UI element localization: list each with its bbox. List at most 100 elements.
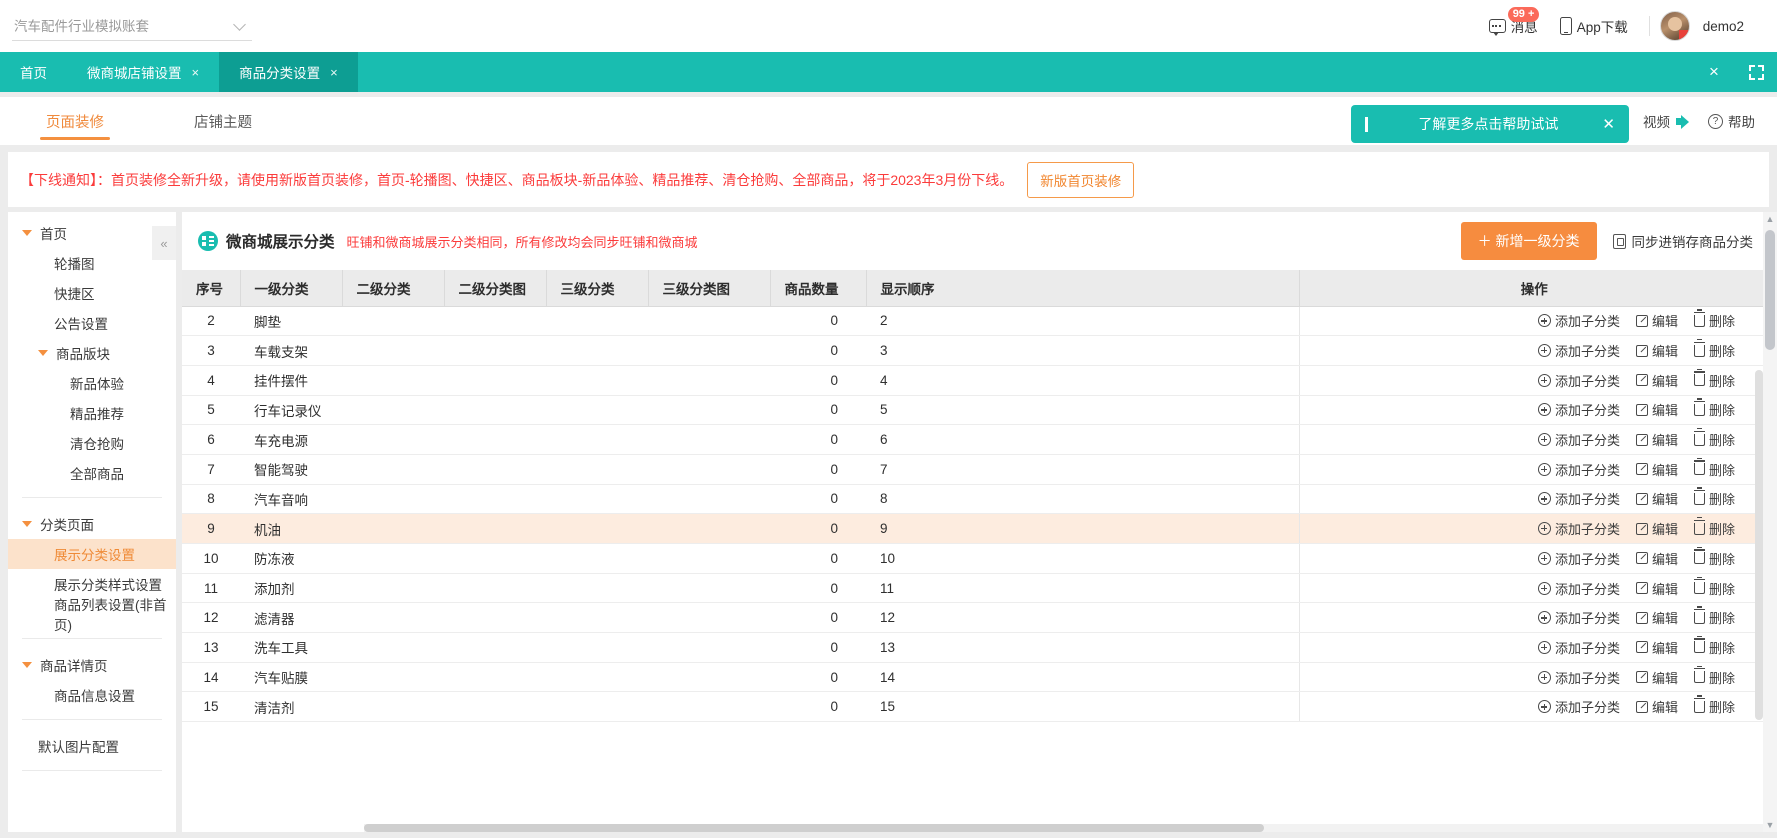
action-edit[interactable]: 编辑 — [1635, 638, 1678, 657]
horizontal-scrollbar[interactable] — [364, 824, 1769, 832]
sidebar-item-product-info-settings[interactable]: 商品信息设置 — [8, 680, 176, 710]
action-edit[interactable]: 编辑 — [1635, 579, 1678, 598]
user-menu[interactable]: demo2 — [1659, 0, 1755, 52]
table-row[interactable]: 15 清洁剂 0 15 添加子分类 编辑 删除 — [182, 691, 1769, 723]
video-button[interactable]: 视频 — [1643, 111, 1690, 131]
table-row[interactable]: 2 脚垫 0 2 添加子分类 编辑 删除 — [182, 306, 1769, 337]
table-row[interactable]: 12 滤清器 0 12 添加子分类 编辑 删除 — [182, 602, 1769, 634]
action-delete[interactable]: 删除 — [1693, 695, 1735, 716]
fullscreen-button[interactable] — [1735, 52, 1777, 92]
action-delete[interactable]: 删除 — [1693, 635, 1735, 657]
action-add-subcategory[interactable]: 添加子分类 — [1537, 519, 1620, 538]
action-add-subcategory[interactable]: 添加子分类 — [1537, 608, 1620, 627]
action-delete[interactable]: 删除 — [1693, 368, 1735, 390]
tab-wechat-shop-settings[interactable]: 微商城店铺设置 × — [67, 52, 219, 92]
table-row[interactable]: 8 汽车音响 0 8 添加子分类 编辑 删除 — [182, 484, 1769, 515]
action-delete[interactable]: 删除 — [1693, 398, 1735, 419]
sidebar-item-featured[interactable]: 精品推荐 — [8, 398, 176, 428]
table-row[interactable]: 6 车充电源 0 6 添加子分类 编辑 删除 — [182, 424, 1769, 455]
sidebar-item-quick-zone[interactable]: 快捷区 — [8, 278, 176, 308]
action-edit[interactable]: 编辑 — [1635, 608, 1678, 627]
action-delete[interactable]: 删除 — [1693, 428, 1735, 449]
sidebar-item-all-products[interactable]: 全部商品 — [8, 458, 176, 488]
action-add-subcategory[interactable]: 添加子分类 — [1537, 489, 1620, 508]
action-delete[interactable]: 删除 — [1693, 457, 1735, 479]
app-download-button[interactable]: App下载 — [1549, 0, 1639, 52]
action-edit[interactable]: 编辑 — [1635, 549, 1678, 568]
sidebar-item-display-category-settings[interactable]: 展示分类设置 — [8, 539, 176, 569]
close-all-tabs-button[interactable]: × — [1693, 52, 1735, 92]
action-delete[interactable]: 删除 — [1693, 487, 1735, 508]
table-inner-scrollbar[interactable] — [1755, 370, 1763, 720]
action-add-subcategory[interactable]: 添加子分类 — [1537, 668, 1620, 687]
sidebar-item-announcement[interactable]: 公告设置 — [8, 308, 176, 338]
horizontal-scrollbar-thumb[interactable] — [364, 824, 1264, 832]
action-add-subcategory[interactable]: 添加子分类 — [1537, 341, 1620, 360]
sidebar-item-home[interactable]: 首页 — [8, 218, 176, 248]
sidebar-item-clearance[interactable]: 清仓抢购 — [8, 428, 176, 458]
sidebar-item-product-block[interactable]: 商品版块 — [8, 338, 176, 368]
table-row[interactable]: 5 行车记录仪 0 5 添加子分类 编辑 删除 — [182, 395, 1769, 426]
table-row[interactable]: 7 智能驾驶 0 7 添加子分类 编辑 删除 — [182, 454, 1769, 485]
table-row[interactable]: 3 车载支架 0 3 添加子分类 编辑 删除 — [182, 335, 1769, 366]
action-edit[interactable]: 编辑 — [1635, 697, 1678, 716]
action-delete[interactable]: 删除 — [1693, 665, 1735, 687]
account-select[interactable]: 汽车配件行业模拟账套 — [12, 11, 252, 41]
sync-inventory-categories-button[interactable]: 同步进销存商品分类 — [1612, 231, 1753, 251]
action-edit[interactable]: 编辑 — [1635, 668, 1678, 687]
table-row[interactable]: 11 添加剂 0 11 添加子分类 编辑 删除 — [182, 573, 1769, 604]
action-add-subcategory[interactable]: 添加子分类 — [1537, 579, 1620, 598]
action-delete[interactable]: 删除 — [1693, 517, 1735, 538]
sidebar-item-default-image-config[interactable]: 默认图片配置 — [8, 731, 176, 761]
action-delete[interactable]: 删除 — [1693, 576, 1735, 598]
action-add-subcategory[interactable]: 添加子分类 — [1537, 311, 1620, 330]
table-row[interactable]: 10 防冻液 0 10 添加子分类 编辑 删除 — [182, 543, 1769, 574]
sidebar-item-label: 展示分类设置 — [54, 548, 135, 563]
page-scrollbar-thumb[interactable] — [1765, 230, 1775, 350]
sidebar-item-display-category-style[interactable]: 展示分类样式设置 — [8, 569, 176, 599]
tab-product-category-settings[interactable]: 商品分类设置 × — [219, 52, 358, 92]
action-add-subcategory[interactable]: 添加子分类 — [1537, 430, 1620, 449]
action-edit[interactable]: 编辑 — [1635, 519, 1678, 538]
action-add-subcategory[interactable]: 添加子分类 — [1537, 697, 1620, 716]
add-top-level-category-button[interactable]: ＋ 新增一级分类 — [1460, 222, 1597, 260]
sidebar-item-carousel[interactable]: 轮播图 — [8, 248, 176, 278]
sidebar-collapse-icon[interactable]: « — [152, 226, 176, 260]
action-delete[interactable]: 删除 — [1693, 339, 1735, 360]
subtab-shop-theme[interactable]: 店铺主题 — [188, 97, 258, 145]
action-delete[interactable]: 删除 — [1693, 309, 1735, 330]
action-edit[interactable]: 编辑 — [1635, 489, 1678, 508]
action-edit[interactable]: 编辑 — [1635, 460, 1678, 479]
tooltip-close-icon[interactable]: ✕ — [1602, 116, 1615, 133]
action-add-subcategory[interactable]: 添加子分类 — [1537, 460, 1620, 479]
scroll-down-icon[interactable]: ▼ — [1765, 820, 1775, 830]
sidebar-item-product-detail-page[interactable]: 商品详情页 — [8, 650, 176, 680]
action-add-subcategory[interactable]: 添加子分类 — [1537, 549, 1620, 568]
page-vertical-scrollbar[interactable]: ▲ ▼ — [1763, 212, 1777, 832]
new-homepage-decoration-button[interactable]: 新版首页装修 — [1027, 161, 1135, 198]
action-delete[interactable]: 删除 — [1693, 606, 1735, 627]
table-row[interactable]: 9 机油 0 9 添加子分类 编辑 删除 — [182, 513, 1769, 544]
close-icon[interactable]: × — [191, 64, 200, 80]
subtab-page-decoration[interactable]: 页面装修 — [40, 97, 110, 145]
tab-home[interactable]: 首页 — [0, 52, 67, 92]
action-add-subcategory[interactable]: 添加子分类 — [1537, 638, 1620, 657]
action-delete[interactable]: 删除 — [1693, 546, 1735, 568]
action-edit[interactable]: 编辑 — [1635, 311, 1678, 330]
table-row[interactable]: 4 挂件摆件 0 4 添加子分类 编辑 删除 — [182, 365, 1769, 396]
sidebar-item-new-product[interactable]: 新品体验 — [8, 368, 176, 398]
action-edit[interactable]: 编辑 — [1635, 371, 1678, 390]
scroll-up-icon[interactable]: ▲ — [1765, 214, 1775, 224]
close-icon[interactable]: × — [330, 64, 338, 80]
action-edit[interactable]: 编辑 — [1635, 400, 1678, 419]
action-add-subcategory[interactable]: 添加子分类 — [1537, 400, 1620, 419]
action-add-subcategory[interactable]: 添加子分类 — [1537, 371, 1620, 390]
action-edit[interactable]: 编辑 — [1635, 341, 1678, 360]
sidebar-item-product-list-settings[interactable]: 商品列表设置(非首页) — [8, 598, 176, 633]
table-row[interactable]: 14 汽车贴膜 0 14 添加子分类 编辑 删除 — [182, 662, 1769, 693]
messages-button[interactable]: 消息 99 + — [1478, 0, 1549, 52]
table-row[interactable]: 13 洗车工具 0 13 添加子分类 编辑 删除 — [182, 632, 1769, 663]
action-edit[interactable]: 编辑 — [1635, 430, 1678, 449]
sidebar-item-category-page[interactable]: 分类页面 — [8, 509, 176, 539]
help-button[interactable]: ? 帮助 — [1708, 111, 1755, 131]
